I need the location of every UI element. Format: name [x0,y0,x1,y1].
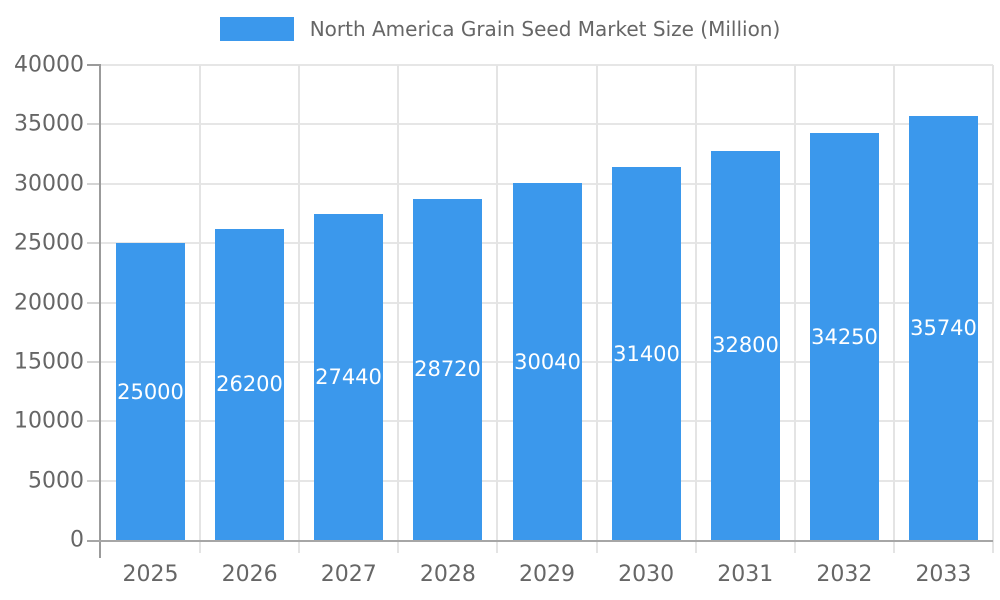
y-tick-label: 15000 [14,349,84,375]
bar-value-label: 35740 [910,315,977,340]
x-tick-label: 2027 [320,562,377,587]
grid-line-x [397,65,399,553]
grid-line-x [496,65,498,553]
y-tick-label: 40000 [14,52,84,78]
y-axis-line [99,65,101,558]
y-tick-label: 30000 [14,171,84,197]
x-tick-label: 2028 [419,562,476,587]
bar-value-label: 30040 [514,349,581,374]
y-axis-tick [87,182,101,185]
x-tick-label: 2031 [717,562,774,587]
y-tick-label: 5000 [28,468,84,494]
bar[interactable]: 26200 [215,228,284,540]
bar[interactable]: 30040 [513,183,582,540]
bar-value-label: 31400 [613,341,680,366]
bar[interactable]: 34250 [810,133,879,540]
bar-value-label: 27440 [315,365,382,390]
grid-line-x [992,65,994,553]
x-tick-label: 2025 [122,562,179,587]
bar-value-label: 26200 [216,372,283,397]
y-axis-tick [87,360,101,363]
y-axis-tick [87,242,101,245]
legend-swatch-icon [219,17,294,41]
y-axis-tick [87,301,101,304]
grid-line-x [893,65,895,553]
bar[interactable]: 31400 [612,167,681,540]
grid-line-x [695,65,697,553]
bar-value-label: 34250 [811,324,878,349]
x-tick-label: 2026 [221,562,278,587]
grid-line-y [101,123,993,126]
y-tick-label: 35000 [14,111,84,137]
chart-legend[interactable]: North America Grain Seed Market Size (Mi… [0,15,1000,43]
plot-area: 0 5000 10000 15000 20000 25000 30000 35000 40000… [14,53,994,587]
legend-label: North America Grain Seed Market Size (Mi… [309,17,781,41]
y-axis-tick [87,123,101,126]
grid-line-x [199,65,201,553]
y-axis-tick [87,64,101,66]
grid-line-y [101,64,993,66]
bar-value-label: 25000 [117,379,184,404]
y-tick-label: 0 [70,527,84,553]
y-tick-label: 10000 [14,408,84,434]
x-tick-label: 2030 [618,562,675,587]
x-tick-label: 2033 [915,562,972,587]
bar[interactable]: 25000 [116,243,185,540]
grid-line-x [298,65,300,553]
y-axis-tick [87,420,101,423]
y-tick-label: 25000 [14,230,84,256]
bar[interactable]: 27440 [314,214,383,540]
bar[interactable]: 28720 [413,198,482,540]
bar-value-label: 28720 [414,357,481,382]
y-axis-tick [87,479,101,482]
grid-line-x [794,65,796,553]
bar-value-label: 32800 [712,333,779,358]
bar[interactable]: 35740 [909,115,978,540]
grid-line-x [596,65,598,553]
bar[interactable]: 32800 [711,150,780,540]
x-tick-label: 2029 [519,562,575,587]
x-axis-line [87,540,993,542]
x-tick-label: 2032 [816,562,873,587]
y-tick-label: 20000 [14,290,84,315]
